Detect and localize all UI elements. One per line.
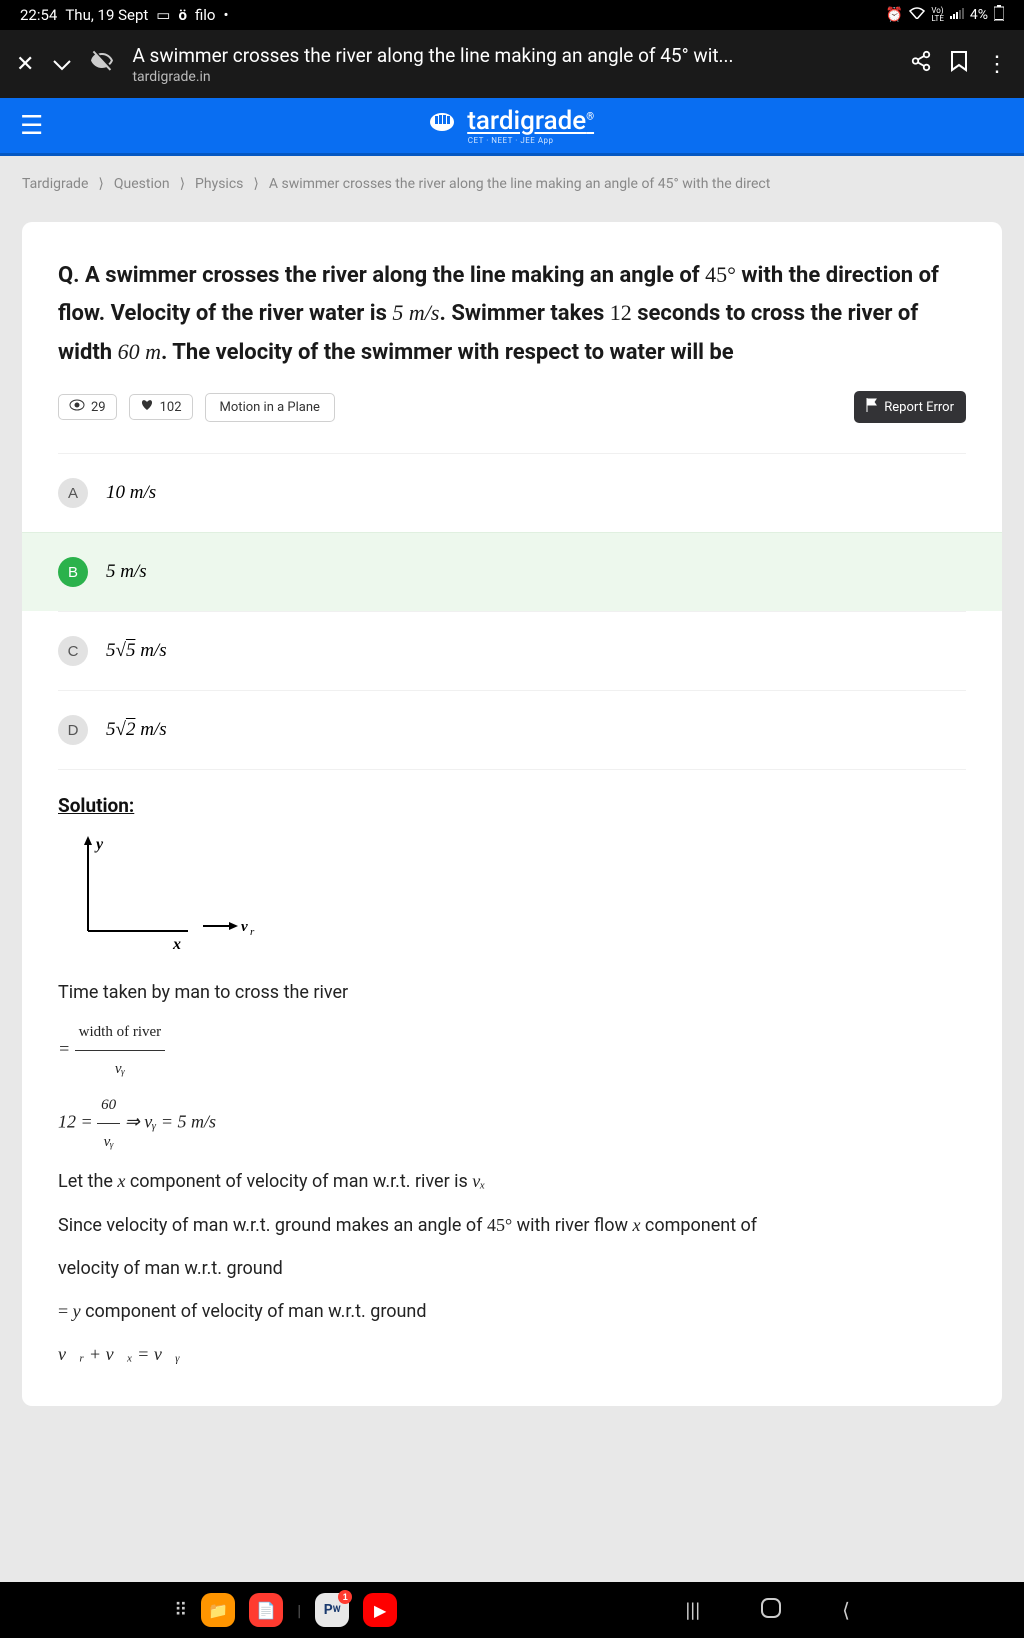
- app-header: ☰ tardigrade® CET · NEET · JEE App: [0, 98, 1024, 156]
- solution-section: Solution: y x v r Time taken by man to c…: [58, 769, 966, 1376]
- breadcrumb-item[interactable]: Question: [114, 176, 170, 192]
- status-notif-icon-2: ö: [178, 6, 186, 24]
- files-app-icon[interactable]: 📁: [201, 1593, 235, 1627]
- solution-body: Time taken by man to cross the river = w…: [58, 971, 966, 1376]
- fist-icon: [427, 110, 457, 138]
- chevron-down-icon[interactable]: [52, 52, 72, 77]
- browser-toolbar: ✕ A swimmer crosses the river along the …: [0, 30, 1024, 98]
- option-text: 5√2 m/s: [106, 719, 167, 741]
- option-c[interactable]: C 5√5 m/s: [58, 611, 966, 690]
- page-domain: tardigrade.in: [132, 69, 892, 85]
- solution-eq: = width of rivervᵧ: [58, 1014, 966, 1087]
- lte-icon: Vo)LTE: [931, 7, 944, 23]
- solution-eq: v⃗ᵣ + v⃗ₓ = v⃗ᵧ: [58, 1333, 966, 1376]
- status-dot: •: [223, 6, 228, 24]
- question-meta: 29 102 Motion in a Plane Report Error: [58, 391, 966, 423]
- hamburger-icon[interactable]: ☰: [20, 111, 43, 141]
- alarm-icon: ⏰: [886, 7, 903, 23]
- likes-chip[interactable]: 102: [129, 394, 193, 420]
- option-d[interactable]: D 5√2 m/s: [58, 690, 966, 769]
- topic-chip[interactable]: Motion in a Plane: [205, 393, 335, 422]
- option-label: B: [58, 557, 88, 587]
- views-chip[interactable]: 29: [58, 394, 117, 420]
- breadcrumb-item: A swimmer crosses the river along the li…: [269, 176, 770, 192]
- app-dock: ⠿ 📁 📄 | PW1 ▶: [174, 1593, 397, 1627]
- close-icon[interactable]: ✕: [16, 52, 34, 77]
- home-button[interactable]: [760, 1597, 782, 1624]
- recents-button[interactable]: |||: [685, 1598, 700, 1622]
- question-text: Q. A swimmer crosses the river along the…: [58, 256, 966, 371]
- battery-percent: 4%: [970, 7, 988, 23]
- option-label: C: [58, 636, 88, 666]
- breadcrumb-item[interactable]: Physics: [195, 176, 243, 192]
- option-text: 10 m/s: [106, 482, 156, 504]
- breadcrumb-sep: ⟩: [180, 176, 185, 192]
- android-status-bar: 22:54 Thu, 19 Sept ▭ ö filo • ⏰ Vo)LTE 4…: [0, 0, 1024, 30]
- option-text: 5 m/s: [106, 561, 147, 583]
- status-right: ⏰ Vo)LTE 4%: [886, 5, 1004, 25]
- brand-subtitle: CET · NEET · JEE App: [63, 136, 958, 145]
- status-left: 22:54 Thu, 19 Sept ▭ ö filo •: [20, 6, 229, 24]
- solution-diagram: y x v r: [58, 831, 258, 961]
- wifi-icon: [909, 7, 925, 23]
- option-text: 5√5 m/s: [106, 640, 167, 662]
- eye-icon: [69, 399, 85, 415]
- brand-logo[interactable]: tardigrade® CET · NEET · JEE App: [63, 106, 958, 146]
- options-list: A 10 m/s B 5 m/s C 5√5 m/s D 5√2 m/s: [58, 453, 966, 769]
- report-label: Report Error: [884, 400, 954, 415]
- page-title: A swimmer crosses the river along the li…: [132, 44, 892, 67]
- android-nav-bar: ⠿ 📁 📄 | PW1 ▶ ||| ⟨: [0, 1582, 1024, 1638]
- svg-text:v: v: [241, 919, 248, 935]
- breadcrumb-item[interactable]: Tardigrade: [22, 176, 88, 192]
- report-error-button[interactable]: Report Error: [854, 391, 966, 423]
- bookmark-icon[interactable]: [950, 50, 968, 78]
- status-date: Thu, 19 Sept: [65, 6, 148, 24]
- dock-divider: |: [297, 1601, 301, 1620]
- breadcrumb: Tardigrade ⟩ Question ⟩ Physics ⟩ A swim…: [0, 156, 1024, 212]
- svg-text:x: x: [172, 936, 181, 953]
- more-vert-icon[interactable]: ⋮: [986, 52, 1008, 77]
- battery-icon: [994, 5, 1004, 25]
- option-a[interactable]: A 10 m/s: [58, 453, 966, 532]
- solution-line: Time taken by man to cross the river: [58, 971, 966, 1014]
- solution-line: Since velocity of man w.r.t. ground make…: [58, 1204, 966, 1247]
- visibility-off-icon[interactable]: [90, 49, 114, 79]
- svg-text:y: y: [94, 836, 104, 853]
- system-nav: ||| ⟨: [685, 1597, 849, 1624]
- views-count: 29: [91, 400, 106, 415]
- solution-heading: Solution:: [58, 794, 966, 817]
- solution-line: velocity of man w.r.t. ground: [58, 1247, 966, 1290]
- question-card: Q. A swimmer crosses the river along the…: [22, 222, 1002, 1406]
- option-label: A: [58, 478, 88, 508]
- breadcrumb-sep: ⟩: [253, 176, 258, 192]
- option-label: D: [58, 715, 88, 745]
- status-notif-icon-1: ▭: [156, 6, 170, 24]
- youtube-app-icon[interactable]: ▶: [363, 1593, 397, 1627]
- breadcrumb-sep: ⟩: [98, 176, 103, 192]
- heart-icon: [140, 399, 154, 415]
- back-button[interactable]: ⟨: [842, 1598, 850, 1622]
- share-icon[interactable]: [910, 50, 932, 78]
- solution-line: Let the x component of velocity of man w…: [58, 1160, 966, 1203]
- app-drawer-icon[interactable]: ⠿: [174, 1600, 187, 1621]
- likes-count: 102: [160, 400, 182, 415]
- status-time: 22:54: [20, 6, 57, 24]
- status-app-name: filo: [195, 6, 216, 24]
- option-b[interactable]: B 5 m/s: [22, 532, 1002, 611]
- solution-eq: 12 = 60vᵧ ⇒ vᵧ = 5 m/s: [58, 1087, 966, 1160]
- solution-line: = y component of velocity of man w.r.t. …: [58, 1290, 966, 1333]
- brand-name: tardigrade®: [467, 106, 594, 136]
- flag-icon: [866, 398, 878, 416]
- browser-title-area[interactable]: A swimmer crosses the river along the li…: [132, 44, 892, 85]
- pw-app-icon[interactable]: PW1: [315, 1593, 349, 1627]
- notes-app-icon[interactable]: 📄: [249, 1593, 283, 1627]
- signal-icon: [950, 7, 964, 23]
- svg-text:r: r: [250, 926, 255, 938]
